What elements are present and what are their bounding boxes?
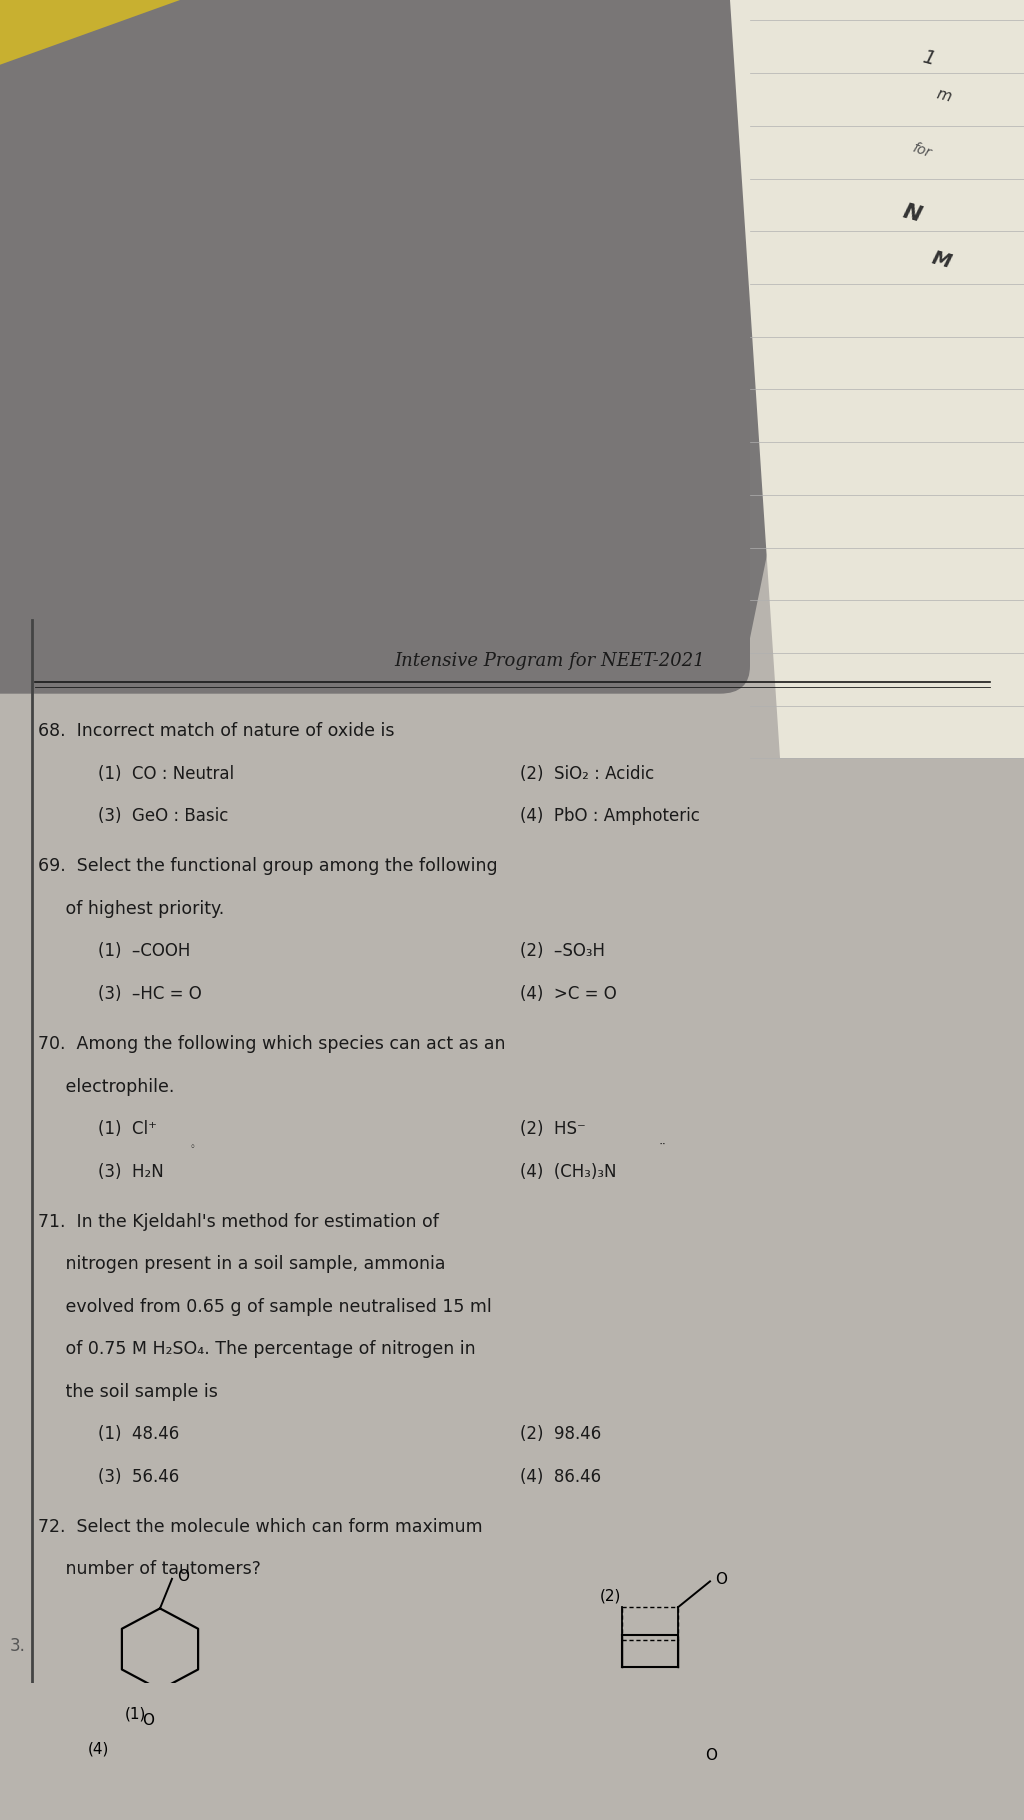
Text: (1)  CO : Neutral: (1) CO : Neutral [98,764,234,783]
Text: (3)  H₂N: (3) H₂N [98,1163,164,1181]
Polygon shape [0,0,880,639]
Text: (2): (2) [599,1589,621,1603]
Text: number of tautomers?: number of tautomers? [38,1560,261,1578]
Text: nitrogen present in a soil sample, ammonia: nitrogen present in a soil sample, ammon… [38,1256,445,1274]
Text: m: m [935,86,953,106]
Text: (4)  (CH₃)₃N: (4) (CH₃)₃N [520,1163,616,1181]
Text: (4)  86.46: (4) 86.46 [520,1469,601,1485]
Text: evolved from 0.65 g of sample neutralised 15 ml: evolved from 0.65 g of sample neutralise… [38,1298,492,1316]
Text: 72.  Select the molecule which can form maximum: 72. Select the molecule which can form m… [38,1518,482,1536]
FancyBboxPatch shape [0,0,750,693]
Text: (1)  Cl⁺: (1) Cl⁺ [98,1119,157,1138]
Text: (3)  GeO : Basic: (3) GeO : Basic [98,808,228,826]
Text: (2)  –SO₃H: (2) –SO₃H [520,943,605,961]
Text: M: M [930,249,953,273]
Text: (3)  –HC = O: (3) –HC = O [98,985,202,1003]
Text: ¨: ¨ [658,1145,665,1158]
Text: O: O [705,1747,717,1764]
Text: electrophile.: electrophile. [38,1077,174,1096]
Text: (2)  HS⁻: (2) HS⁻ [520,1119,586,1138]
Text: (1)  –COOH: (1) –COOH [98,943,190,961]
Text: (2)  SiO₂ : Acidic: (2) SiO₂ : Acidic [520,764,654,783]
Text: (4): (4) [88,1742,110,1756]
Text: O: O [142,1713,154,1727]
Text: (1)  48.46: (1) 48.46 [98,1425,179,1443]
Text: 68.  Incorrect match of nature of oxide is: 68. Incorrect match of nature of oxide i… [38,723,394,741]
Text: 3.: 3. [10,1638,26,1654]
Text: (3)  56.46: (3) 56.46 [98,1469,179,1485]
Text: 1: 1 [920,47,937,69]
Text: (4)  PbO : Amphoteric: (4) PbO : Amphoteric [520,808,699,826]
Text: ◦: ◦ [190,1143,196,1152]
Text: (2)  98.46: (2) 98.46 [520,1425,601,1443]
Text: O: O [177,1569,189,1583]
Text: O: O [715,1572,727,1587]
Polygon shape [0,0,180,66]
Text: Intensive Program for NEET-2021: Intensive Program for NEET-2021 [394,652,706,670]
Text: the soil sample is: the soil sample is [38,1383,218,1401]
Polygon shape [730,0,1024,759]
Text: 69.  Select the functional group among the following: 69. Select the functional group among th… [38,857,498,875]
Text: of highest priority.: of highest priority. [38,899,224,917]
Text: for: for [910,140,933,160]
Text: N: N [900,202,924,226]
Text: of 0.75 M H₂SO₄. The percentage of nitrogen in: of 0.75 M H₂SO₄. The percentage of nitro… [38,1340,475,1358]
Text: (4)  >C = O: (4) >C = O [520,985,616,1003]
Text: 70.  Among the following which species can act as an: 70. Among the following which species ca… [38,1036,506,1054]
Text: 71.  In the Kjeldahl's method for estimation of: 71. In the Kjeldahl's method for estimat… [38,1212,439,1230]
Text: (1): (1) [124,1707,145,1722]
